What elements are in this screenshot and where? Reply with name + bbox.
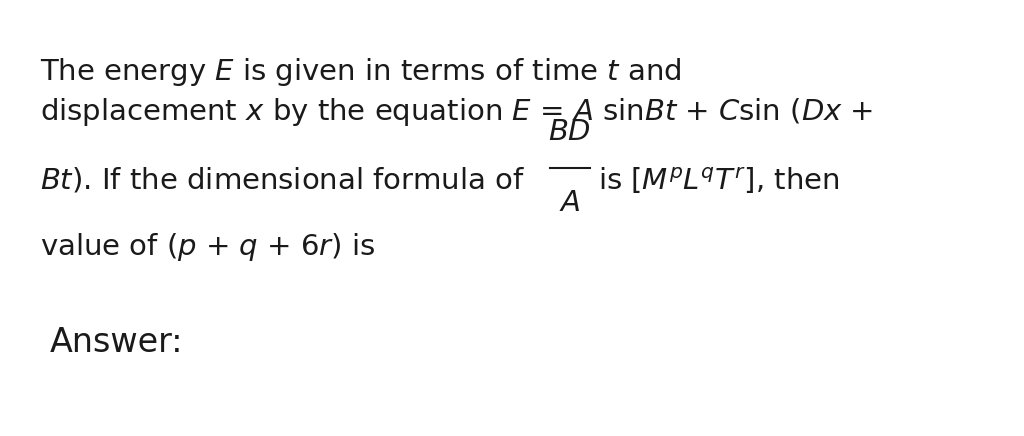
Text: $Bt$). If the dimensional formula of: $Bt$). If the dimensional formula of <box>40 166 525 195</box>
Text: $A$: $A$ <box>559 189 581 217</box>
Text: value of ($p$ + $q$ + 6$r$) is: value of ($p$ + $q$ + 6$r$) is <box>40 231 376 263</box>
Text: Answer:: Answer: <box>50 326 183 359</box>
Text: $BD$: $BD$ <box>549 118 592 146</box>
Text: displacement $x$ by the equation $E$ = $A$ sin$Bt$ + $C$sin ($Dx$ +: displacement $x$ by the equation $E$ = $… <box>40 96 873 128</box>
Text: The energy $E$ is given in terms of time $t$ and: The energy $E$ is given in terms of time… <box>40 56 682 88</box>
Text: is [$M^pL^qT^r$], then: is [$M^pL^qT^r$], then <box>598 166 840 196</box>
